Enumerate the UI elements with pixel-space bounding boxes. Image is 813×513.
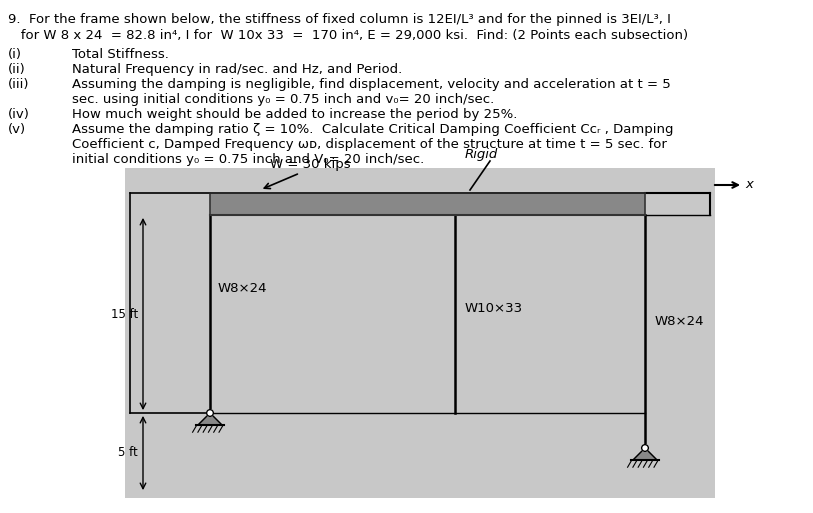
Circle shape (207, 410, 213, 417)
Text: Assuming the damping is negligible, find displacement, velocity and acceleration: Assuming the damping is negligible, find… (72, 78, 671, 91)
Text: Natural Frequency in rad/sec. and Hz, and Period.: Natural Frequency in rad/sec. and Hz, an… (72, 63, 402, 76)
Text: W10×33: W10×33 (465, 303, 523, 315)
Text: (iii): (iii) (8, 78, 29, 91)
Text: (iv): (iv) (8, 108, 30, 121)
Text: initial conditions y₀ = 0.75 inch and V₀= 20 inch/sec.: initial conditions y₀ = 0.75 inch and V₀… (72, 153, 424, 166)
Text: (i): (i) (8, 48, 22, 61)
Text: (v): (v) (8, 123, 26, 136)
Text: Total Stiffness.: Total Stiffness. (72, 48, 169, 61)
Bar (210, 215, 645, 413)
Text: Rigid: Rigid (465, 148, 498, 161)
Text: Assume the damping ratio ζ = 10%.  Calculate Critical Damping Coefficient Cᴄᵣ , : Assume the damping ratio ζ = 10%. Calcul… (72, 123, 673, 136)
Text: x: x (745, 179, 753, 191)
Bar (645, 168, 715, 498)
Text: W = 30 kips: W = 30 kips (270, 158, 350, 171)
Polygon shape (633, 448, 657, 460)
Text: 9.  For the frame shown below, the stiffness of fixed column is 12EI/L³ and for : 9. For the frame shown below, the stiffn… (8, 13, 671, 26)
Text: (ii): (ii) (8, 63, 26, 76)
Polygon shape (198, 413, 222, 425)
Bar (210, 193, 645, 215)
Text: W8×24: W8×24 (218, 283, 267, 295)
Text: 15 ft: 15 ft (111, 307, 138, 321)
Circle shape (641, 445, 648, 451)
Text: for W 8 x 24  = 82.8 in⁴, I for  W 10x 33  =  170 in⁴, E = 29,000 ksi.  Find: (2: for W 8 x 24 = 82.8 in⁴, I for W 10x 33 … (8, 29, 688, 42)
Text: sec. using initial conditions y₀ = 0.75 inch and v₀= 20 inch/sec.: sec. using initial conditions y₀ = 0.75 … (72, 93, 494, 106)
Text: W8×24: W8×24 (655, 315, 705, 328)
Text: Coefficient c, Damped Frequency ωᴅ, displacement of the structure at time t = 5 : Coefficient c, Damped Frequency ωᴅ, disp… (72, 138, 667, 151)
Text: 5 ft: 5 ft (118, 446, 138, 460)
Bar (125, 168, 715, 498)
Text: How much weight should be added to increase the period by 25%.: How much weight should be added to incre… (72, 108, 517, 121)
